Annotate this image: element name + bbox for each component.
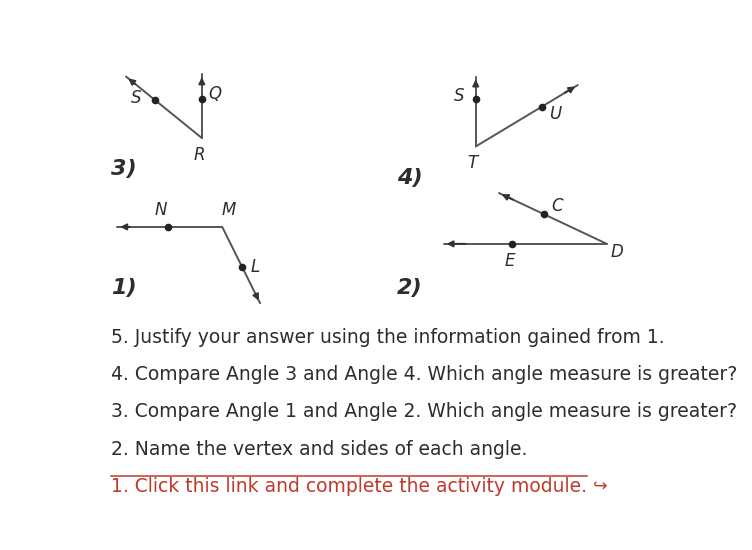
Text: D: D [611, 243, 623, 261]
Text: C: C [551, 197, 563, 215]
Text: E: E [504, 252, 514, 270]
Text: 2): 2) [397, 278, 423, 298]
Text: ↪: ↪ [593, 477, 608, 495]
Text: 1): 1) [111, 278, 137, 298]
Text: 4): 4) [397, 168, 423, 188]
Text: 2. Name the vertex and sides of each angle.: 2. Name the vertex and sides of each ang… [111, 439, 528, 459]
Text: R: R [193, 146, 205, 164]
Text: S: S [131, 89, 141, 107]
Text: Q: Q [208, 85, 221, 103]
Text: S: S [454, 86, 465, 104]
Text: 1. Click this link and complete the activity module.: 1. Click this link and complete the acti… [111, 477, 587, 496]
Text: 3): 3) [111, 159, 137, 179]
Text: N: N [154, 201, 167, 219]
Text: T: T [468, 155, 478, 172]
Text: U: U [549, 105, 561, 123]
Text: M: M [222, 201, 236, 219]
Text: 3. Compare Angle 1 and Angle 2. Which angle measure is greater?: 3. Compare Angle 1 and Angle 2. Which an… [111, 402, 738, 421]
Text: L: L [250, 257, 259, 276]
Text: 4. Compare Angle 3 and Angle 4. Which angle measure is greater?: 4. Compare Angle 3 and Angle 4. Which an… [111, 365, 738, 384]
Text: 5. Justify your answer using the information gained from 1.: 5. Justify your answer using the informa… [111, 328, 665, 346]
